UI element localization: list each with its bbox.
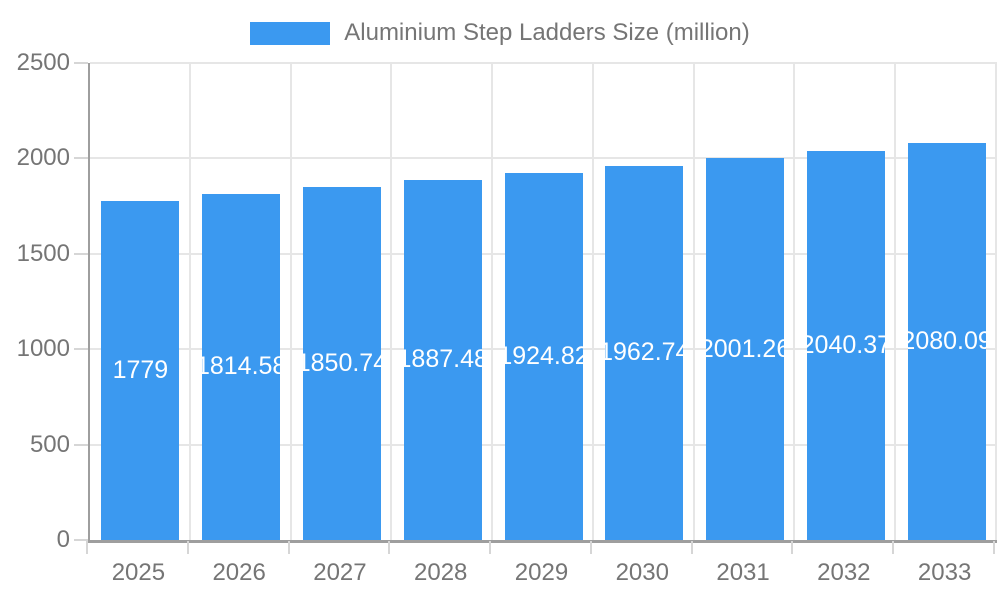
v-gridline bbox=[995, 63, 997, 540]
bar: 1814.58 bbox=[202, 193, 281, 540]
v-gridline bbox=[591, 63, 594, 540]
bar-value-label: 1814.58 bbox=[202, 352, 281, 381]
x-axis-labels: 2025 2026 2027 2028 2029 2030 2031 2032 2033 bbox=[88, 559, 995, 589]
y-tick-mark bbox=[74, 539, 88, 541]
h-gridline bbox=[90, 157, 997, 160]
y-tick-label: 1500 bbox=[16, 239, 70, 267]
bar: 1887.48 bbox=[403, 179, 482, 540]
x-tick-mark bbox=[589, 541, 592, 554]
x-category-label: 2032 bbox=[817, 559, 871, 586]
bar: 2080.09 bbox=[907, 143, 986, 540]
bar-value-label: 1779 bbox=[112, 355, 169, 384]
v-gridline bbox=[692, 63, 695, 540]
x-category-label: 2027 bbox=[313, 559, 367, 586]
y-tick-mark bbox=[74, 157, 88, 160]
y-tick-label: 2500 bbox=[16, 49, 70, 76]
y-tick-mark bbox=[74, 62, 88, 64]
x-tick-mark bbox=[388, 541, 391, 554]
bar-value-label: 1887.48 bbox=[403, 345, 482, 374]
x-category-label: 2028 bbox=[414, 559, 468, 586]
y-tick-label: 500 bbox=[29, 430, 70, 458]
bar-value-label: 2080.09 bbox=[907, 327, 986, 356]
x-tick-mark bbox=[791, 541, 794, 554]
bar: 2040.37 bbox=[806, 150, 885, 540]
v-gridline bbox=[793, 63, 796, 540]
plot-area: 1779 1814.58 1850.74 1887.48 1924.82 1962.74 2… bbox=[88, 62, 997, 543]
x-tick-mark bbox=[993, 541, 995, 554]
bar-value-label: 2001.26 bbox=[706, 334, 785, 363]
x-tick-mark bbox=[287, 541, 290, 554]
y-tick-mark bbox=[74, 252, 88, 255]
v-gridline bbox=[289, 63, 292, 540]
legend-swatch-icon bbox=[250, 21, 331, 45]
bar: 1779 bbox=[101, 200, 180, 540]
x-category-label: 2033 bbox=[917, 559, 972, 586]
bar-value-label: 1924.82 bbox=[504, 341, 583, 370]
y-tick-mark bbox=[74, 443, 88, 446]
x-tick-mark bbox=[690, 541, 693, 554]
v-gridline bbox=[188, 63, 191, 540]
bar: 2001.26 bbox=[706, 158, 785, 540]
x-category-label: 2030 bbox=[615, 559, 669, 586]
bar-value-label: 1962.74 bbox=[605, 338, 684, 367]
x-category-label: 2031 bbox=[716, 559, 770, 586]
v-gridline bbox=[894, 63, 897, 540]
x-tick-mark bbox=[86, 541, 88, 554]
x-tick-mark bbox=[892, 541, 895, 554]
x-tick-mark bbox=[186, 541, 189, 554]
y-tick-label: 0 bbox=[56, 526, 70, 553]
y-axis-labels: 0 500 1000 1500 2000 2500 bbox=[0, 49, 70, 553]
x-category-label: 2029 bbox=[514, 559, 569, 586]
h-gridline bbox=[90, 62, 997, 64]
legend-label: Aluminium Step Ladders Size (million) bbox=[344, 19, 750, 46]
x-category-label: 2026 bbox=[212, 559, 266, 586]
v-gridline bbox=[491, 63, 494, 540]
bar-value-label: 2040.37 bbox=[806, 330, 885, 359]
v-gridline bbox=[390, 63, 393, 540]
bar-value-label: 1850.74 bbox=[302, 348, 381, 377]
y-tick-label: 1000 bbox=[16, 335, 70, 363]
x-category-label: 2025 bbox=[111, 559, 166, 586]
legend[interactable]: Aluminium Step Ladders Size (million) bbox=[0, 19, 1000, 47]
x-tick-mark bbox=[489, 541, 492, 554]
y-tick-label: 2000 bbox=[16, 144, 70, 172]
bar: 1962.74 bbox=[605, 165, 684, 540]
y-tick-mark bbox=[74, 348, 88, 351]
bar: 1924.82 bbox=[504, 172, 583, 540]
bar: 1850.74 bbox=[302, 186, 381, 540]
